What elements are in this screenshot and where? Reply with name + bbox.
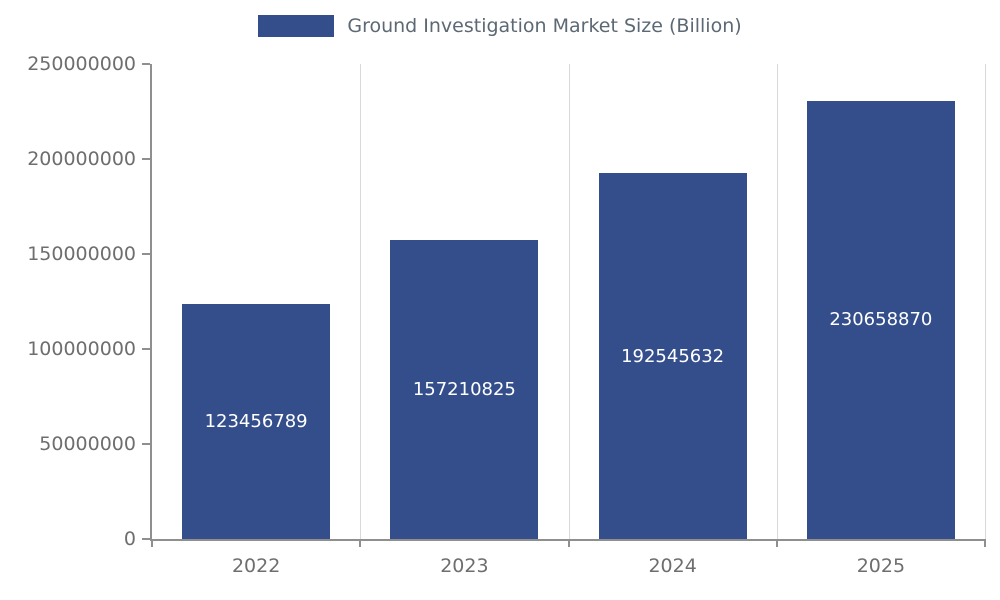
bar-2022: 123456789 [182,304,331,539]
y-axis-tick-mark [142,443,150,445]
y-axis-tick-label: 250000000 [27,53,136,75]
bar-2023: 157210825 [390,240,539,539]
chart-title: Ground Investigation Market Size (Billio… [347,15,742,37]
legend-swatch [258,15,335,37]
x-axis-tick-mark [775,539,778,547]
bar-value-label: 192545632 [621,345,725,367]
x-axis-category-label: 2022 [231,555,281,577]
vertical-gridline [776,64,778,539]
y-axis-tick-label: 100000000 [27,338,136,360]
x-axis-tick-mark [567,539,570,547]
vertical-gridline [568,64,570,539]
y-axis-tick-mark [142,63,150,65]
x-axis-tick-mark [359,539,362,547]
y-axis-tick-mark [142,348,150,350]
y-axis-tick-label: 200000000 [27,148,136,170]
vertical-gridline [360,64,362,539]
bar-value-label: 123456789 [204,411,308,433]
x-axis-tick-mark [151,539,153,547]
y-axis-tick-label: 50000000 [39,433,136,455]
x-axis-category-label: 2023 [440,555,489,577]
y-axis-tick-mark [142,158,150,160]
bar-value-label: 157210825 [412,379,516,401]
bar-value-label: 230658870 [829,309,933,331]
legend-item[interactable]: Ground Investigation Market Size (Billio… [0,15,1000,37]
y-axis-tick-label: 0 [123,528,136,550]
x-axis-tick-mark [984,539,986,547]
bar-2025: 230658870 [806,100,955,539]
vertical-gridline [985,64,986,539]
y-axis-tick-label: 150000000 [27,243,136,265]
y-axis-tick-mark [142,253,150,255]
x-axis-category-label: 2025 [856,555,906,577]
x-axis-category-label: 2024 [648,555,697,577]
y-axis-tick-mark [142,538,150,540]
bar-2024: 192545632 [598,173,747,539]
plot-area: 0 50000000 100000000 150000000 200000000 2500… [27,53,986,577]
